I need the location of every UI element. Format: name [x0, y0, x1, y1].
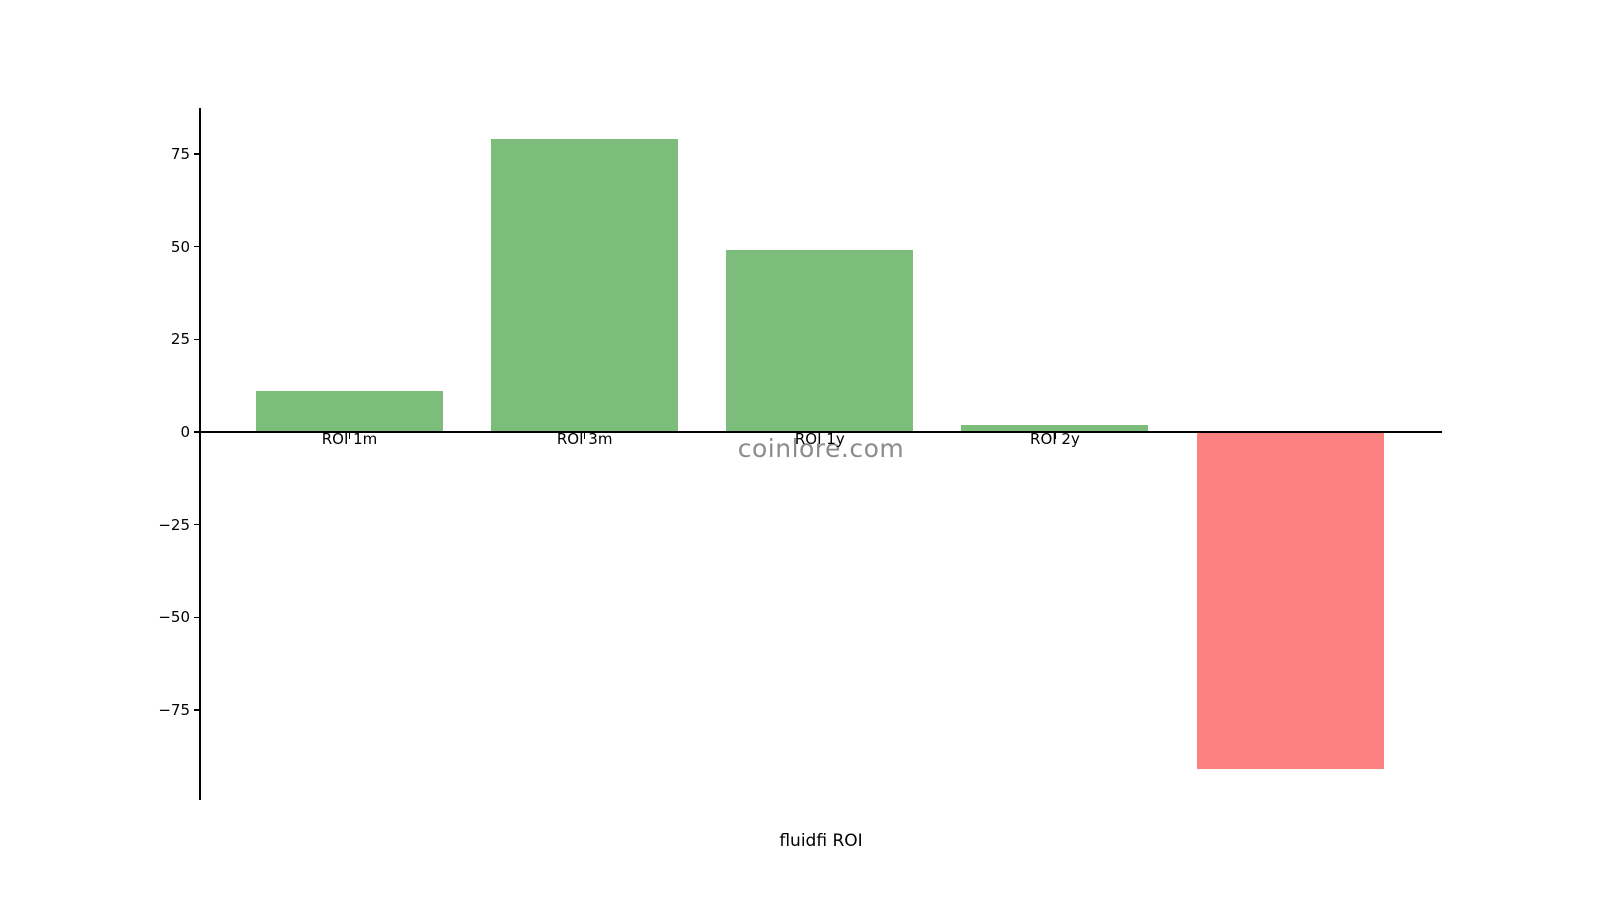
y-tick-label: −25 — [158, 515, 190, 534]
y-axis-spine — [199, 108, 201, 800]
x-tick — [1054, 432, 1056, 439]
bar-roi-3m — [491, 139, 679, 432]
y-tick — [193, 246, 200, 248]
y-tick — [193, 616, 200, 618]
watermark: coinlore.com — [737, 434, 905, 463]
x-tick-label: ROI 2y — [1030, 430, 1080, 448]
y-tick — [193, 709, 200, 711]
x-tick-label: ROI 1y — [794, 430, 845, 448]
bar-roi-1m — [256, 391, 443, 432]
y-tick — [193, 338, 200, 340]
x-tick — [584, 432, 586, 439]
bar-unlabeled — [1196, 432, 1384, 770]
y-tick-label: 50 — [170, 237, 190, 256]
y-tick-label: 75 — [170, 144, 190, 163]
y-tick — [193, 431, 200, 433]
y-tick-label: 25 — [170, 330, 190, 349]
x-tick-label: ROI 1m — [321, 430, 378, 448]
x-tick-label: ROI 3m — [556, 430, 613, 448]
y-tick — [193, 524, 200, 526]
x-tick — [819, 432, 821, 439]
y-tick-label: −50 — [158, 608, 190, 627]
bar-roi-1y — [726, 250, 914, 432]
y-tick-label: −75 — [158, 701, 190, 720]
bar-roi-2y — [961, 424, 1149, 432]
x-tick — [348, 432, 351, 439]
x-axis-zero-line — [199, 431, 1442, 433]
y-tick-label: 0 — [180, 423, 190, 441]
y-tick — [193, 153, 200, 155]
chart-title: fluidfi ROI — [779, 831, 863, 851]
